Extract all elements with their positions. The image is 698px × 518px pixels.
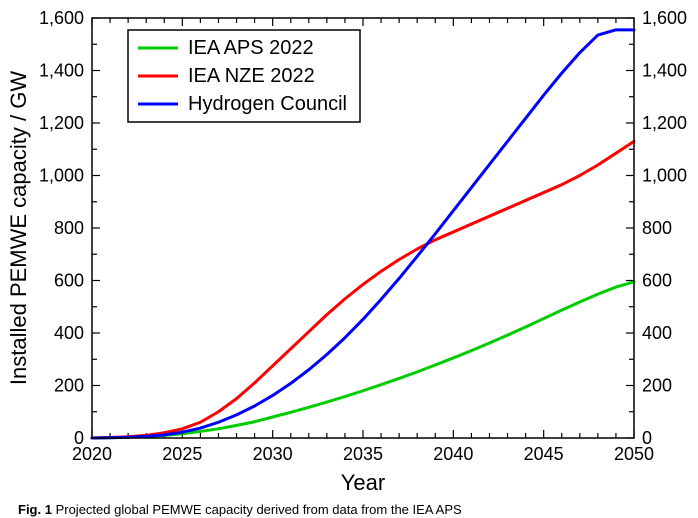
y-tick-label-right: 1,000 xyxy=(642,166,687,186)
caption-prefix: Fig. 1 xyxy=(18,502,52,517)
y-tick-label-right: 400 xyxy=(642,323,672,343)
y-tick-label-left: 1,400 xyxy=(39,61,84,81)
y-tick-label-right: 600 xyxy=(642,271,672,291)
y-axis-label: Installed PEMWE capacity / GW xyxy=(6,71,31,385)
y-tick-label-right: 800 xyxy=(642,218,672,238)
y-tick-label-left: 0 xyxy=(74,428,84,448)
chart-svg: 2020202520302035204020452050002002004004… xyxy=(0,0,698,518)
pemwe-capacity-chart: 2020202520302035204020452050002002004004… xyxy=(0,0,698,518)
legend-label: IEA NZE 2022 xyxy=(188,65,315,87)
x-tick-label: 2040 xyxy=(433,444,473,464)
caption-text: Projected global PEMWE capacity derived … xyxy=(56,502,462,517)
y-tick-label-left: 1,200 xyxy=(39,113,84,133)
y-tick-label-left: 400 xyxy=(54,323,84,343)
x-tick-label: 2045 xyxy=(524,444,564,464)
y-tick-label-right: 1,200 xyxy=(642,113,687,133)
x-tick-label: 2025 xyxy=(162,444,202,464)
figure-caption: Fig. 1 Projected global PEMWE capacity d… xyxy=(18,502,462,517)
y-tick-label-left: 800 xyxy=(54,218,84,238)
x-tick-label: 2035 xyxy=(343,444,383,464)
y-tick-label-left: 600 xyxy=(54,271,84,291)
y-tick-label-right: 0 xyxy=(642,428,652,448)
x-tick-label: 2030 xyxy=(253,444,293,464)
y-tick-label-left: 200 xyxy=(54,376,84,396)
x-axis-label: Year xyxy=(341,470,385,495)
y-tick-label-right: 1,600 xyxy=(642,8,687,28)
y-tick-label-left: 1,600 xyxy=(39,8,84,28)
y-tick-label-left: 1,000 xyxy=(39,166,84,186)
legend-label: Hydrogen Council xyxy=(188,93,347,115)
legend-label: IEA APS 2022 xyxy=(188,37,314,59)
y-tick-label-right: 200 xyxy=(642,376,672,396)
y-tick-label-right: 1,400 xyxy=(642,61,687,81)
